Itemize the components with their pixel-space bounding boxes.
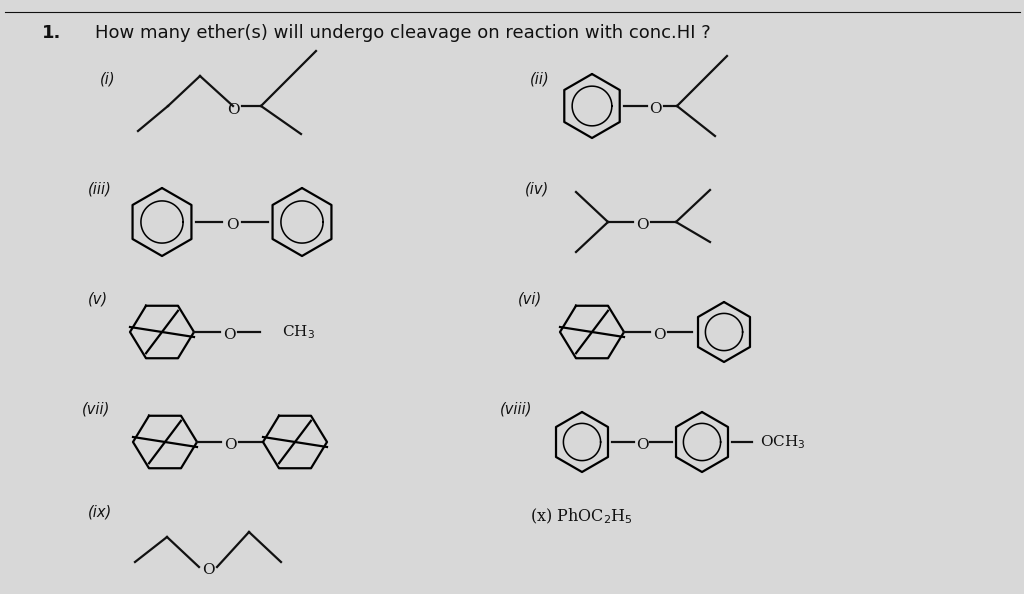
Text: (i): (i) (100, 71, 116, 87)
Text: How many ether(s) will undergo cleavage on reaction with conc.HI ?: How many ether(s) will undergo cleavage … (95, 24, 711, 42)
Text: O: O (226, 103, 240, 117)
Text: O: O (648, 102, 662, 116)
Text: (vii): (vii) (82, 402, 111, 416)
Text: O: O (636, 218, 648, 232)
Text: O: O (225, 218, 239, 232)
Text: O: O (652, 328, 666, 342)
Text: 1.: 1. (42, 24, 61, 42)
Text: (x) PhOC$_2$H$_5$: (x) PhOC$_2$H$_5$ (530, 506, 633, 526)
Text: CH$_3$: CH$_3$ (282, 323, 315, 341)
Text: O: O (222, 328, 236, 342)
Text: O: O (636, 438, 648, 452)
Text: (ii): (ii) (530, 71, 550, 87)
Text: (v): (v) (88, 292, 109, 307)
Text: (ix): (ix) (88, 504, 113, 520)
Text: O: O (223, 438, 237, 452)
Text: (iii): (iii) (88, 182, 112, 197)
Text: OCH$_3$: OCH$_3$ (760, 433, 806, 451)
Text: (viii): (viii) (500, 402, 532, 416)
Text: (vi): (vi) (518, 292, 543, 307)
Text: (iv): (iv) (525, 182, 549, 197)
Text: O: O (202, 563, 214, 577)
